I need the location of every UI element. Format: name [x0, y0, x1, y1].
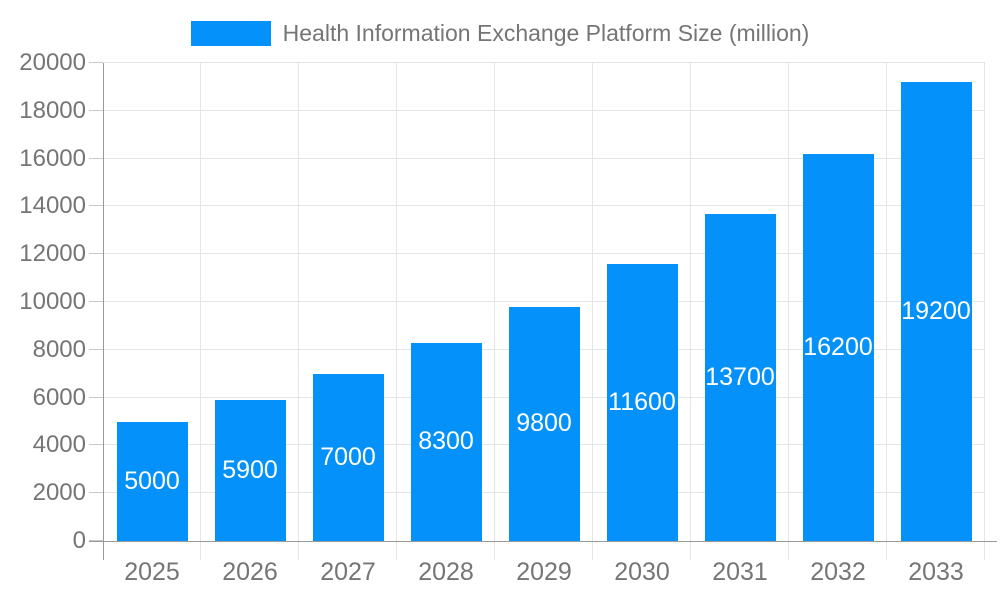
- h-gridline: [103, 301, 985, 302]
- y-tick-mark: [89, 540, 103, 541]
- h-gridline: [103, 205, 985, 207]
- v-gridline: [494, 63, 495, 560]
- y-tick-label: 0: [72, 527, 86, 554]
- x-tick-label: 2025: [124, 558, 180, 586]
- v-gridline: [984, 63, 985, 560]
- bar[interactable]: 13700: [704, 213, 776, 541]
- y-tick-label: 12000: [19, 240, 86, 268]
- h-gridline: [103, 253, 985, 255]
- h-gridline: [103, 109, 985, 111]
- bar-value-label: 19200: [901, 297, 971, 326]
- x-tick-label: 2027: [320, 558, 376, 586]
- y-tick-label: 10000: [19, 288, 86, 315]
- y-tick-mark: [89, 253, 103, 255]
- y-tick-label: 20000: [19, 49, 86, 76]
- y-tick-label: 2000: [32, 479, 86, 507]
- bar-value-label: 5000: [124, 466, 180, 495]
- legend[interactable]: Health Information Exchange Platform Siz…: [0, 16, 1000, 50]
- x-tick-label: 2026: [222, 558, 278, 586]
- y-axis-line: [103, 63, 104, 560]
- y-tick-mark: [89, 444, 103, 446]
- bar-value-label: 5900: [222, 455, 278, 484]
- bar[interactable]: 5000: [116, 421, 188, 541]
- v-gridline: [788, 63, 789, 560]
- v-gridline: [200, 63, 201, 560]
- v-gridline: [886, 63, 887, 560]
- bar-value-label: 9800: [516, 409, 572, 438]
- y-tick-mark: [89, 62, 103, 63]
- legend-swatch: [190, 20, 271, 46]
- y-tick-mark: [89, 348, 103, 350]
- bar-value-label: 13700: [705, 362, 775, 391]
- legend-label: Health Information Exchange Platform Siz…: [282, 19, 810, 46]
- v-gridline: [690, 63, 691, 560]
- bar-value-label: 11600: [608, 387, 676, 416]
- bar[interactable]: 9800: [508, 306, 580, 541]
- y-tick-mark: [89, 109, 103, 111]
- x-tick-label: 2031: [712, 558, 768, 586]
- y-tick-label: 18000: [19, 96, 86, 124]
- x-axis-line: [89, 541, 997, 542]
- bar-value-label: 7000: [320, 442, 376, 471]
- y-tick-label: 16000: [19, 144, 86, 172]
- y-tick-label: 14000: [19, 192, 86, 220]
- y-tick-label: 8000: [32, 335, 86, 363]
- bar[interactable]: 8300: [410, 342, 482, 541]
- x-tick-label: 2028: [418, 558, 474, 586]
- h-gridline: [103, 62, 985, 63]
- y-tick-label: 6000: [32, 383, 86, 411]
- bar[interactable]: 7000: [312, 373, 384, 541]
- y-tick-label: 4000: [32, 431, 86, 459]
- y-tick-mark: [89, 157, 103, 159]
- v-gridline: [396, 63, 397, 560]
- v-gridline: [592, 63, 593, 560]
- bar[interactable]: 5900: [214, 399, 286, 541]
- bar-value-label: 8300: [418, 427, 474, 456]
- y-tick-mark: [89, 205, 103, 207]
- bar[interactable]: 19200: [900, 82, 972, 541]
- h-gridline: [103, 157, 985, 159]
- x-tick-label: 2032: [810, 558, 866, 586]
- bar[interactable]: 11600: [606, 263, 678, 541]
- bar[interactable]: 16200: [802, 153, 874, 541]
- y-tick-mark: [89, 301, 103, 302]
- x-tick-label: 2029: [516, 558, 572, 586]
- v-gridline: [298, 63, 299, 560]
- x-tick-label: 2033: [908, 558, 964, 586]
- bar-value-label: 16200: [803, 332, 873, 361]
- y-tick-mark: [89, 492, 103, 494]
- x-tick-label: 2030: [614, 558, 670, 586]
- y-tick-mark: [89, 396, 103, 398]
